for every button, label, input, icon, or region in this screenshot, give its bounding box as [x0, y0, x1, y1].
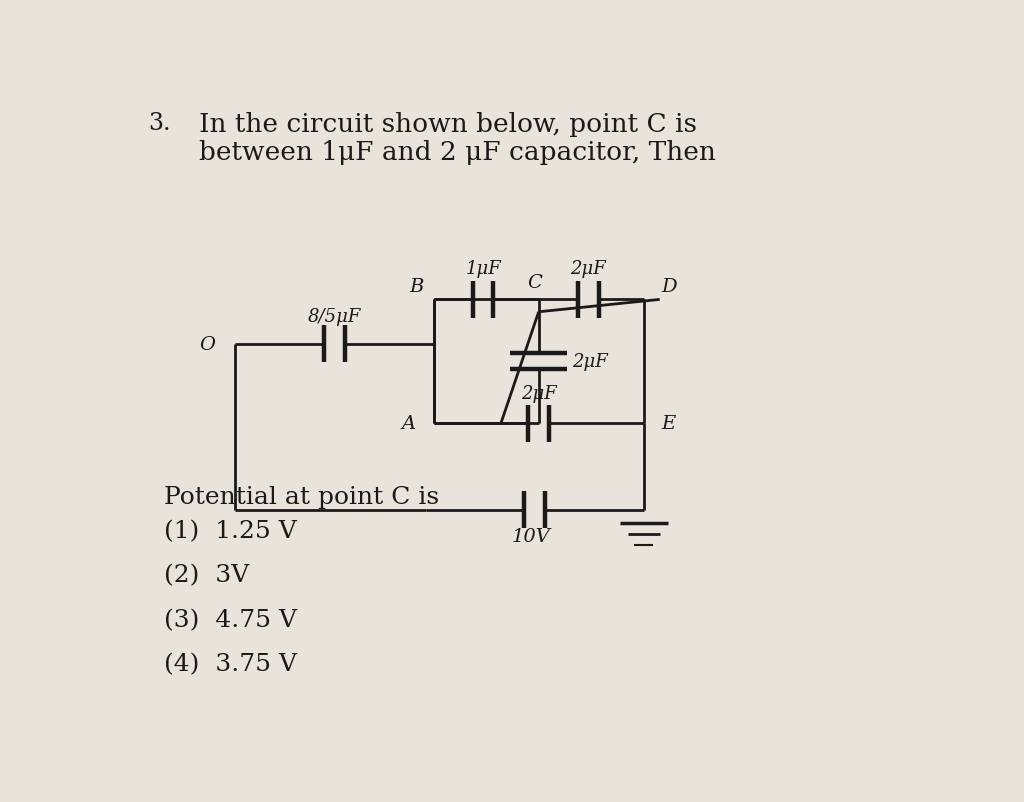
Text: E: E — [662, 415, 676, 432]
Text: 2μF: 2μF — [521, 385, 557, 403]
Text: 2μF: 2μF — [572, 353, 608, 371]
Text: 10V: 10V — [511, 527, 550, 545]
Text: C: C — [527, 273, 543, 292]
Text: O: O — [200, 335, 215, 354]
Text: 1μF: 1μF — [465, 260, 501, 278]
Text: In the circuit shown below, point C is: In the circuit shown below, point C is — [200, 111, 697, 136]
Text: (1)  1.25 V: (1) 1.25 V — [164, 519, 297, 542]
Text: B: B — [410, 277, 424, 295]
Text: (3)  4.75 V: (3) 4.75 V — [164, 608, 297, 631]
Text: (2)  3V: (2) 3V — [164, 564, 249, 587]
Text: D: D — [662, 277, 677, 295]
Text: between 1μF and 2 μF capacitor, Then: between 1μF and 2 μF capacitor, Then — [200, 140, 717, 164]
Text: 3.: 3. — [147, 111, 170, 135]
Text: 2μF: 2μF — [570, 260, 606, 278]
Text: A: A — [402, 415, 416, 432]
Text: Potential at point C is: Potential at point C is — [164, 485, 439, 508]
Text: (4)  3.75 V: (4) 3.75 V — [164, 653, 297, 675]
Text: 8/5μF: 8/5μF — [307, 308, 361, 326]
